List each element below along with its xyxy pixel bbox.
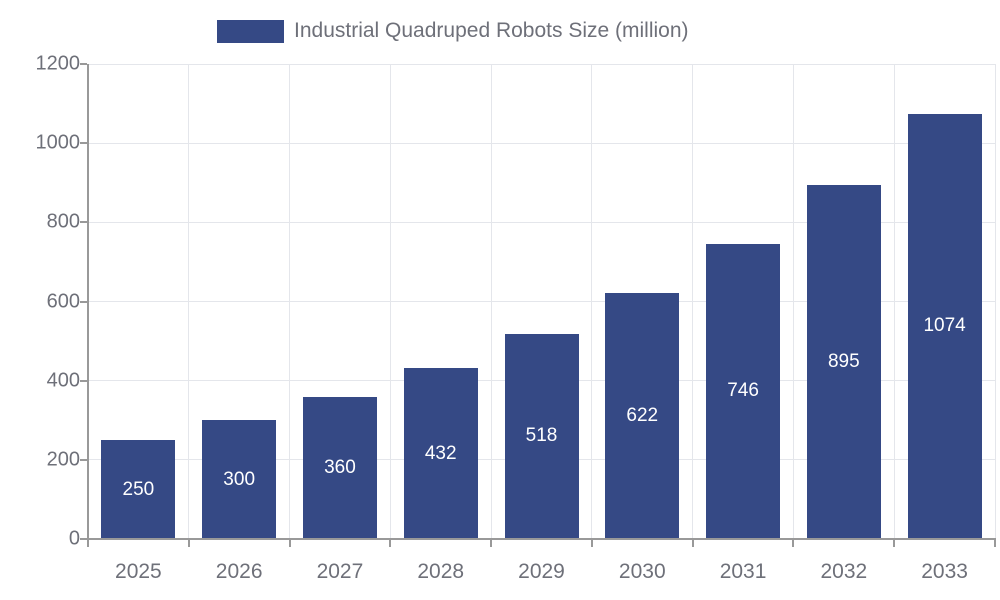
bar-value-label: 432 [424, 442, 457, 464]
gridline-vertical [591, 64, 593, 539]
y-axis-tick [80, 458, 87, 461]
x-tick-label: 2030 [618, 560, 666, 583]
x-axis-tick [187, 540, 190, 547]
bar-value-label: 360 [324, 456, 356, 478]
bar-value-label: 895 [827, 350, 860, 372]
gridline-vertical [289, 64, 291, 539]
bar-value-label: 1074 [923, 315, 966, 337]
bar-value-label: 622 [626, 404, 659, 426]
y-axis-line [87, 64, 89, 541]
plot-area: 250 300 360 432 518 622 746 895 1074 0 200 400 600 8… [36, 53, 996, 583]
x-tick-label: 2027 [316, 560, 364, 583]
y-tick-label: 400 [46, 369, 80, 392]
bar [504, 333, 579, 539]
x-tick-label: 2033 [921, 560, 968, 583]
legend-swatch [217, 19, 284, 43]
y-axis-tick [80, 221, 87, 224]
bar [706, 243, 781, 539]
x-tick-label: 2025 [115, 560, 162, 583]
gridline-vertical [692, 64, 694, 539]
bar [202, 420, 277, 539]
bar-value-label: 300 [223, 468, 256, 490]
legend-label: Industrial Quadruped Robots Size (millio… [294, 19, 689, 42]
bar [101, 440, 176, 539]
bar [806, 184, 881, 539]
x-tick-label: 2031 [719, 560, 767, 583]
x-axis-line [87, 538, 996, 540]
gridline-vertical [893, 64, 895, 539]
x-axis-tick [389, 540, 392, 547]
bar-value-label: 518 [525, 425, 558, 447]
gridline-horizontal [88, 301, 995, 302]
y-axis-tick [80, 63, 87, 65]
x-axis-tick [288, 540, 291, 547]
y-tick-label: 1200 [35, 52, 81, 75]
y-tick-label: 0 [68, 527, 80, 550]
bar-value-label: 250 [122, 478, 155, 500]
y-tick-label: 800 [46, 210, 80, 233]
y-axis-tick [80, 300, 87, 303]
bar-value-label: 746 [727, 380, 759, 402]
x-axis-tick [590, 540, 593, 547]
x-axis-tick [893, 540, 896, 547]
y-axis-tick [80, 538, 87, 540]
y-axis-tick [80, 142, 87, 145]
x-tick-label: 2029 [518, 560, 565, 583]
bar [403, 368, 478, 539]
x-axis-tick [490, 540, 493, 547]
gridline-horizontal [88, 142, 995, 144]
gridline-horizontal [88, 63, 995, 65]
x-axis-tick [691, 540, 694, 547]
y-tick-label: 600 [46, 290, 80, 312]
x-axis-tick [792, 540, 795, 547]
y-tick-label: 200 [46, 448, 80, 471]
gridline-vertical [490, 64, 492, 539]
y-axis-tick [80, 379, 87, 382]
bar [605, 292, 680, 539]
gridline-vertical [994, 64, 996, 539]
bar [907, 113, 982, 539]
x-tick-label: 2026 [215, 560, 263, 583]
y-tick-label: 1000 [35, 131, 81, 154]
x-axis-tick [994, 540, 996, 547]
x-tick-label: 2028 [417, 560, 465, 583]
x-tick-label: 2032 [820, 560, 868, 583]
gridline-vertical [792, 64, 794, 539]
bar [302, 396, 377, 539]
gridline-horizontal [88, 221, 995, 223]
x-axis-tick [87, 540, 89, 547]
gridline-vertical [389, 64, 391, 539]
legend[interactable]: Industrial Quadruped Robots Size (millio… [217, 19, 689, 43]
gridline-vertical [188, 64, 190, 539]
